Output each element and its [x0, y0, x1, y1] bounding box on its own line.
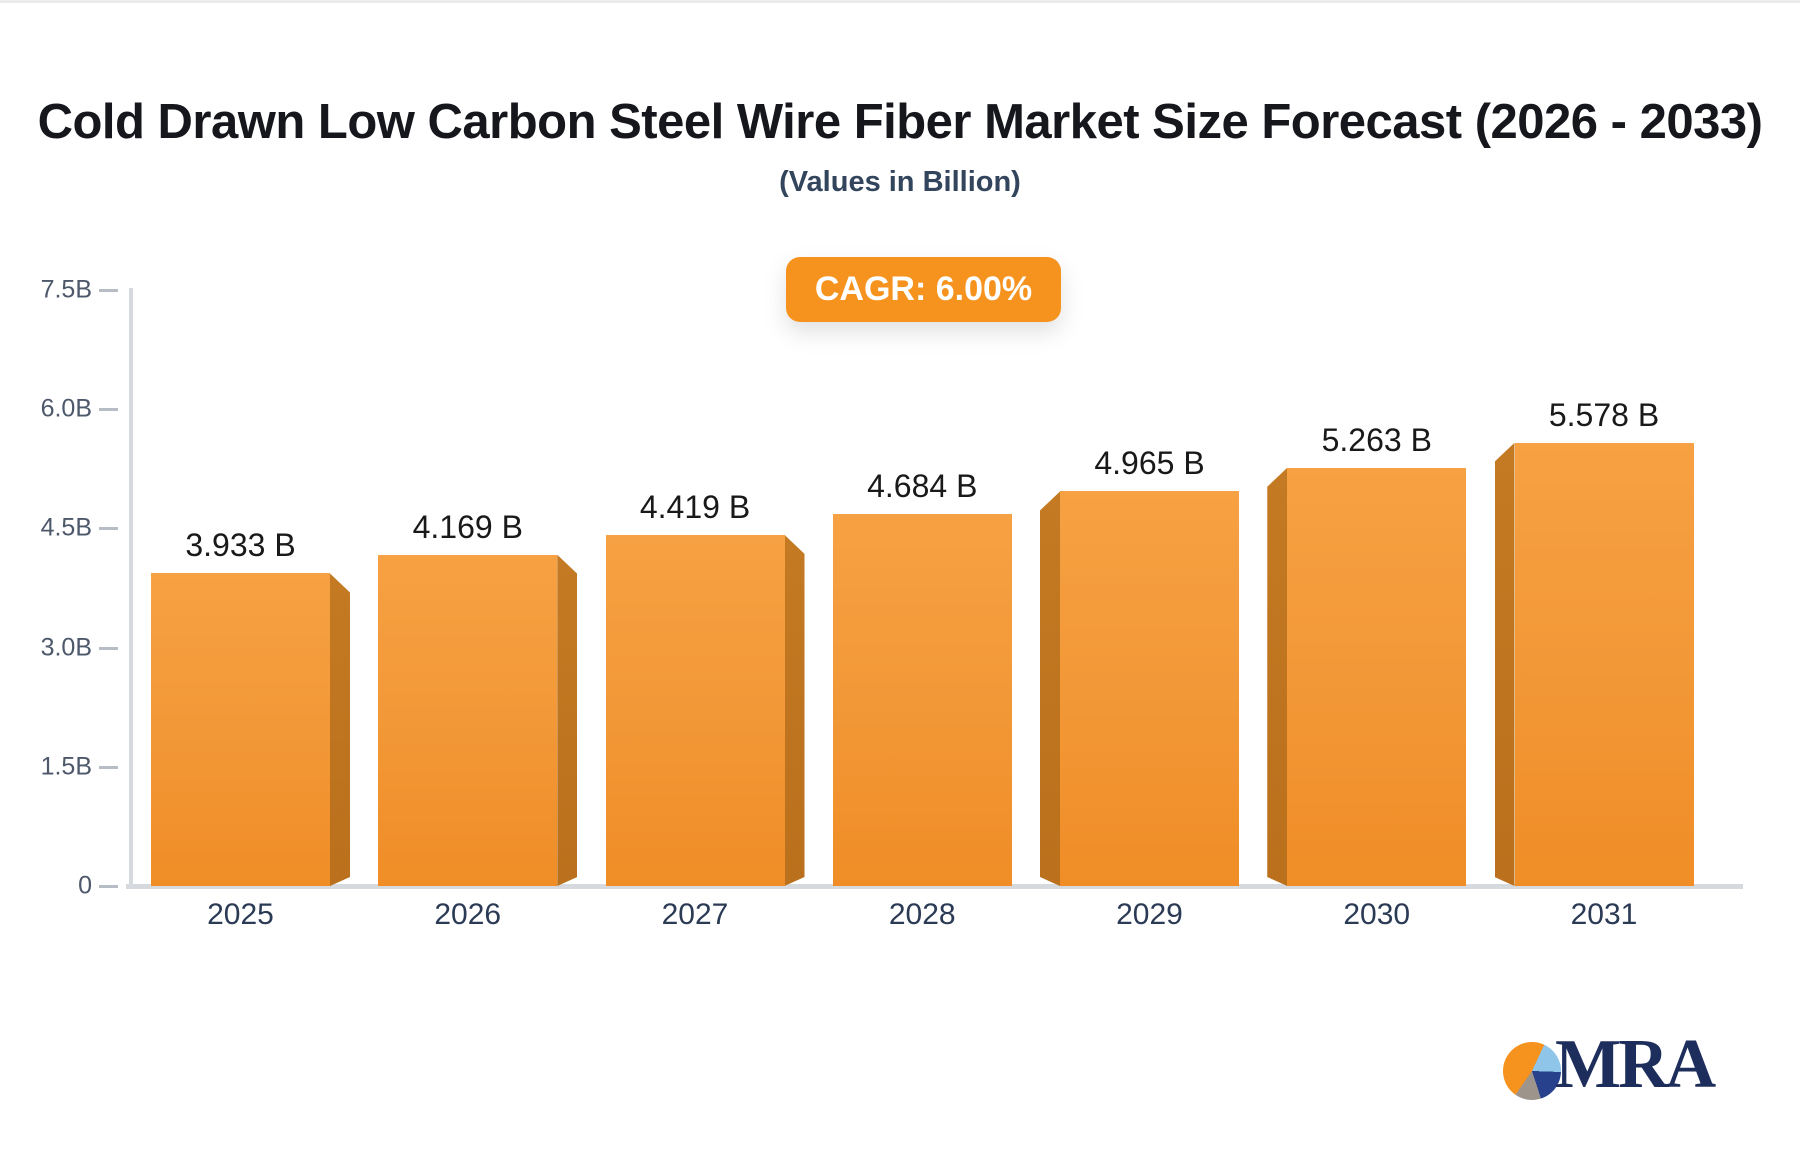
y-tick-mark: [99, 765, 118, 769]
top-divider: [0, 0, 1800, 3]
bar-2028: [832, 513, 1012, 886]
bar-side-2025: [330, 573, 350, 886]
y-tick-mark: [99, 885, 118, 888]
bar-side-2027: [785, 535, 805, 886]
mra-logo-text: MRA: [1555, 1026, 1716, 1103]
cagr-badge: CAGR: 6.00%: [786, 257, 1061, 322]
y-tick-label-4.5B: 4.5B: [40, 513, 92, 542]
bar-value-label-2026: 4.169 B: [412, 508, 523, 545]
mra-logo: MRA: [1503, 1026, 1716, 1103]
x-tick-label-2025: 2025: [207, 898, 274, 931]
bar-value-label-2029: 4.965 B: [1094, 445, 1205, 482]
bar-2026: [378, 554, 558, 886]
y-tick-mark: [99, 289, 118, 292]
y-axis-line: [129, 288, 133, 888]
bar-side-2026: [557, 555, 577, 886]
x-tick-label-2028: 2028: [888, 898, 956, 931]
bar-side-2030: [1267, 468, 1287, 886]
x-tick-label-2030: 2030: [1343, 898, 1411, 931]
x-tick-label-2026: 2026: [434, 898, 502, 931]
chart-title: Cold Drawn Low Carbon Steel Wire Fiber M…: [37, 95, 1763, 149]
bar-value-label-2028: 4.684 B: [867, 467, 978, 504]
bar-2025: [151, 573, 330, 886]
bar-2027: [605, 534, 785, 886]
bar-2029: [1060, 491, 1239, 886]
y-tick-label-3.0B: 3.0B: [40, 633, 92, 662]
x-tick-label-2031: 2031: [1570, 898, 1638, 931]
bar-2031: [1514, 442, 1694, 886]
x-tick-label-2029: 2029: [1116, 898, 1183, 931]
y-tick-mark: [99, 527, 118, 531]
y-tick-label-7.5B: 7.5B: [40, 275, 92, 304]
bar-value-label-2031: 5.578 B: [1548, 396, 1660, 433]
bar-side-2031: [1495, 443, 1515, 886]
cagr-badge-label: CAGR: 6.00%: [814, 270, 1033, 308]
y-tick-mark: [99, 646, 118, 650]
bar-value-label-2027: 4.419 B: [639, 488, 751, 525]
y-tick-mark: [99, 408, 118, 412]
bar-value-label-2030: 5.263 B: [1321, 421, 1432, 458]
bar-value-label-2025: 3.933 B: [185, 527, 296, 564]
mra-pie-icon: [1503, 1042, 1561, 1100]
y-tick-label-1.5B: 1.5B: [40, 752, 92, 781]
chart-subtitle: (Values in Billion): [779, 166, 1021, 198]
x-axis-baseline: [126, 884, 1743, 889]
x-tick-label-2027: 2027: [661, 898, 729, 931]
bar-side-2029: [1040, 491, 1060, 886]
bar-2030: [1287, 467, 1467, 886]
y-tick-label-0: 0: [78, 871, 92, 900]
y-tick-label-6.0B: 6.0B: [40, 394, 92, 423]
